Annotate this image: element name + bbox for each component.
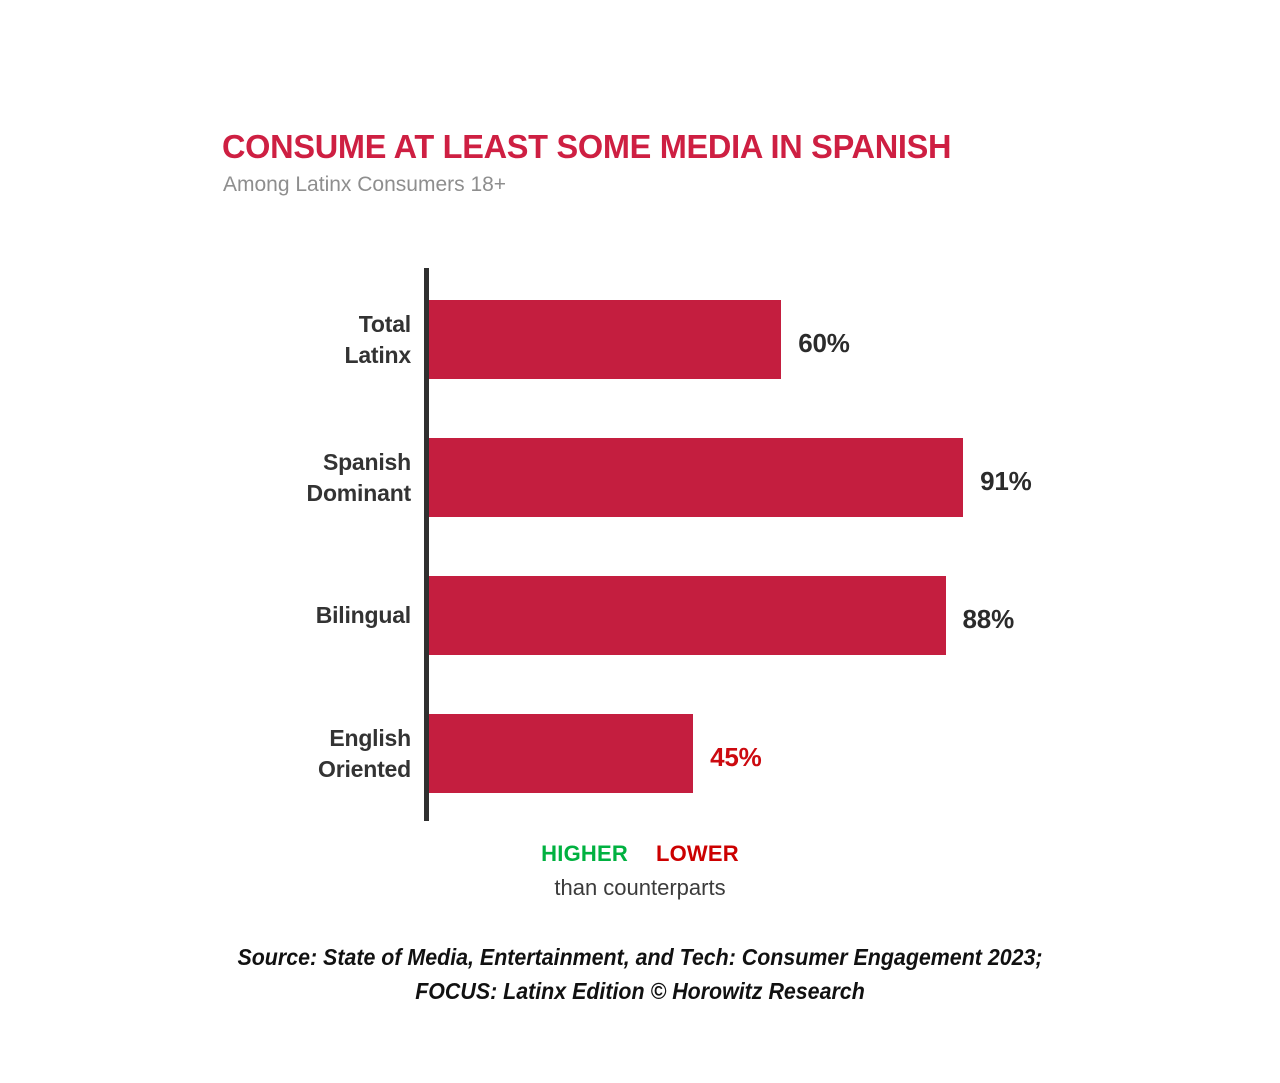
legend-caption: than counterparts bbox=[554, 875, 726, 900]
bar-category-label-line: Spanish bbox=[322, 449, 411, 475]
bar-value-label: 88% bbox=[962, 604, 1015, 634]
bar-category-label: Bilingual bbox=[111, 600, 412, 631]
bar-category-label-line: Bilingual bbox=[315, 602, 412, 628]
bar-category-label-line: Total bbox=[358, 311, 411, 337]
bar-category-label: English Oriented bbox=[111, 723, 411, 785]
bar bbox=[429, 714, 694, 793]
chart-title: CONSUME AT LEAST SOME MEDIA IN SPANISH bbox=[222, 128, 952, 165]
bar-row: English Oriented 45% bbox=[0, 714, 1280, 793]
chart-subtitle: Among Latinx Consumers 18+ bbox=[223, 173, 507, 196]
bar-category-label-line: Dominant bbox=[306, 480, 412, 506]
source-note: Source: State of Media, Entertainment, a… bbox=[45, 940, 1235, 1008]
bar-value-label: 45% bbox=[710, 742, 762, 772]
bar-value-label: 60% bbox=[798, 328, 850, 358]
bar bbox=[429, 438, 964, 517]
legend-keys: HIGHER LOWER bbox=[0, 841, 1280, 867]
legend-higher-label: HIGHER bbox=[541, 841, 628, 866]
significance-legend: HIGHER LOWER than counterparts bbox=[0, 841, 1280, 901]
bar-category-label-line: English bbox=[329, 725, 411, 751]
bar-category-label-line: Oriented bbox=[318, 756, 411, 782]
bar-value-label: 91% bbox=[980, 466, 1032, 496]
source-line-1: Source: State of Media, Entertainment, a… bbox=[237, 944, 1043, 970]
bar-row: Total Latinx 60% bbox=[0, 300, 1280, 379]
bar bbox=[429, 576, 946, 655]
bar bbox=[429, 300, 782, 379]
bar-category-label-line: Latinx bbox=[344, 342, 411, 368]
bar-row: Spanish Dominant 91% bbox=[0, 438, 1280, 517]
y-axis-line bbox=[424, 268, 429, 821]
bar-category-label: Spanish Dominant bbox=[111, 447, 412, 509]
source-line-2: FOCUS: Latinx Edition © Horowitz Researc… bbox=[415, 978, 865, 1004]
bar-category-label: Total Latinx bbox=[111, 309, 411, 371]
legend-lower-label: LOWER bbox=[655, 841, 739, 866]
bar-row: Bilingual 88% bbox=[0, 576, 1280, 655]
